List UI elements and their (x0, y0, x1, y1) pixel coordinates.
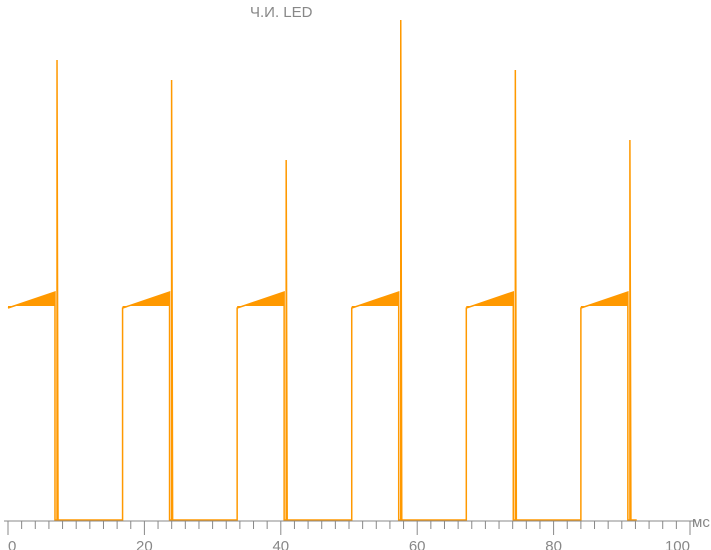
x-tick-label: 40 (272, 538, 289, 550)
x-tick-label: 60 (409, 538, 426, 550)
x-tick-label: 80 (545, 538, 562, 550)
chart-plot-area: 0 20 40 60 80 100 (0, 0, 711, 550)
x-axis-unit-label: мс (692, 514, 710, 531)
waveform-line (8, 20, 637, 520)
waveform-plateau-fill (8, 292, 628, 308)
x-tick-label: 20 (136, 538, 153, 550)
led-pwm-chart: Ч.И. LED 0 20 40 60 80 100 мс (0, 0, 711, 550)
chart-title: Ч.И. LED (250, 4, 312, 21)
x-tick-label: 0 (8, 538, 16, 550)
x-tick-label: 100 (665, 538, 690, 550)
